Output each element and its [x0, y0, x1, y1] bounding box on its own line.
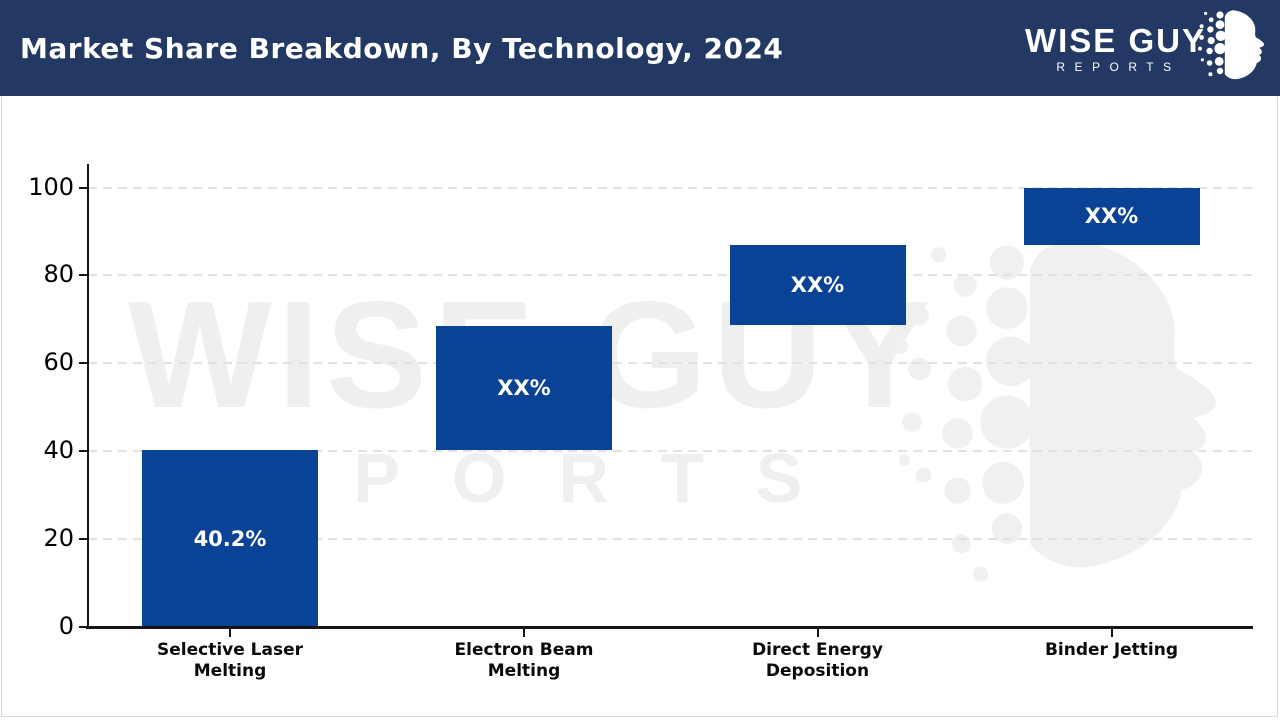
header-band: Market Share Breakdown, By Technology, 2… [0, 0, 1280, 96]
bar [142, 450, 318, 627]
watermark-face-icon [893, 239, 1216, 582]
gridline [88, 274, 1253, 277]
logo-text: WISE GUY REPORTS [1024, 21, 1206, 74]
logo-wise-guy-label: WISE GUY [1024, 21, 1206, 59]
y-tick-label: 60 [43, 348, 74, 377]
bar-value-label: XX% [497, 375, 551, 400]
y-tick [79, 362, 88, 365]
bar-value-label: XX% [790, 273, 845, 298]
bar-value-label: XX% [1084, 204, 1139, 229]
x-tick [523, 629, 525, 637]
y-tick-label: 40 [43, 436, 74, 465]
x-category-label: Direct Energy Deposition [752, 640, 883, 681]
gridline [88, 362, 1253, 365]
y-tick [79, 274, 88, 277]
y-tick-label: 0 [58, 612, 74, 640]
chart-title: Market Share Breakdown, By Technology, 2… [20, 31, 784, 65]
x-tick [229, 629, 231, 637]
x-category-label: Electron Beam Melting [454, 640, 594, 681]
y-tick [79, 186, 88, 189]
y-tick-label: 100 [28, 172, 74, 201]
y-tick-label: 20 [43, 524, 74, 553]
wise-guy-reports-logo: WISE GUY REPORTS [1025, 4, 1268, 92]
gridline [88, 450, 1253, 453]
y-tick [79, 626, 88, 628]
x-category-label: Binder Jetting [1044, 640, 1179, 660]
y-tick-label: 80 [43, 260, 74, 289]
gridline [88, 538, 1253, 541]
bar [729, 244, 906, 326]
y-tick [79, 450, 88, 453]
logo-reports-label: REPORTS [1056, 59, 1181, 74]
bar [1023, 187, 1200, 245]
y-axis [87, 164, 89, 629]
gridline [88, 186, 1253, 189]
y-tick [79, 538, 88, 541]
logo-face-icon [1198, 10, 1264, 80]
bar-value-label: 40.2% [193, 526, 267, 551]
bar [436, 325, 612, 451]
x-tick [1110, 629, 1113, 637]
x-category-label: Selective Laser Melting [156, 640, 304, 681]
x-tick [816, 629, 819, 637]
x-axis [86, 626, 1253, 629]
